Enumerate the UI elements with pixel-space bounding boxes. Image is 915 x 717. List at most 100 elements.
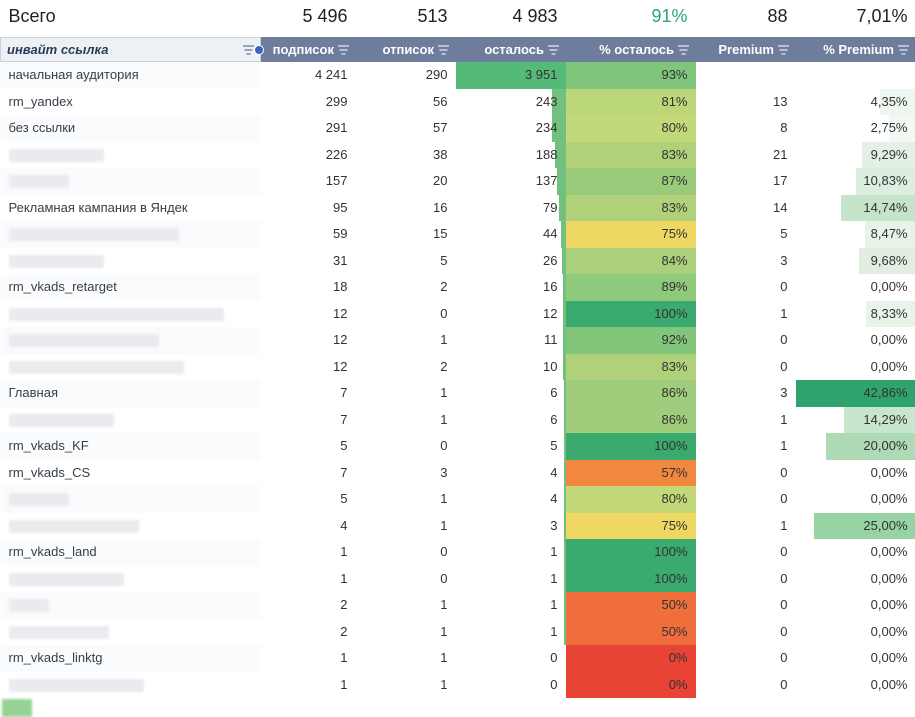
cell-subs: 7 <box>261 407 356 434</box>
cell-subs: 299 <box>261 89 356 116</box>
cell-subs: 1 <box>261 645 356 672</box>
cell-unsubs: 20 <box>356 168 456 195</box>
filter-icon[interactable] <box>898 45 909 55</box>
cell-pct-remain: 83% <box>566 195 696 222</box>
table-row[interactable]: 41375%125,00% <box>1 513 915 540</box>
filter-icon[interactable] <box>678 45 689 55</box>
cell-link: без ссылки <box>1 115 261 142</box>
table-row[interactable]: 3152684%39,68% <box>1 248 915 275</box>
cell-pct-premium: 25,00% <box>796 513 915 540</box>
cell-unsubs: 290 <box>356 62 456 89</box>
table-row[interactable]: rm_vkads_retarget1821689%00,00% <box>1 274 915 301</box>
cell-premium: 0 <box>696 354 796 381</box>
filter-icon[interactable] <box>338 45 349 55</box>
table-row[interactable]: без ссылки2915723480%82,75% <box>1 115 915 142</box>
cell-unsubs: 1 <box>356 380 456 407</box>
cell-pct-premium: 14,74% <box>796 195 915 222</box>
cell-premium: 1 <box>696 513 796 540</box>
table-row[interactable]: 101100%00,00% <box>1 566 915 593</box>
table-row[interactable]: 21150%00,00% <box>1 619 915 646</box>
table-row[interactable]: начальная аудитория4 2412903 95193% <box>1 62 915 89</box>
col-header-pct-remain[interactable]: % осталось <box>566 38 696 62</box>
table-row[interactable]: rm_yandex2995624381%134,35% <box>1 89 915 116</box>
cell-pct-premium: 0,00% <box>796 539 915 566</box>
cell-pct-remain: 93% <box>566 62 696 89</box>
table-row[interactable]: 1221083%00,00% <box>1 354 915 381</box>
table-row[interactable]: 71686%114,29% <box>1 407 915 434</box>
col-header-pct-premium[interactable]: % Premium <box>796 38 915 62</box>
cell-pct-remain: 75% <box>566 221 696 248</box>
col-header-unsubs[interactable]: отписок <box>356 38 456 62</box>
cell-unsubs: 15 <box>356 221 456 248</box>
cell-remain: 0 <box>456 672 566 699</box>
cell-subs: 95 <box>261 195 356 222</box>
filter-icon[interactable] <box>548 45 559 55</box>
cell-unsubs: 56 <box>356 89 456 116</box>
filter-icon[interactable] <box>243 45 254 55</box>
col-header-remain[interactable]: осталось <box>456 38 566 62</box>
cell-premium: 14 <box>696 195 796 222</box>
cell-pct-premium: 0,00% <box>796 274 915 301</box>
redacted-text <box>9 626 109 639</box>
cell-pct-premium: 42,86% <box>796 380 915 407</box>
cell-unsubs: 1 <box>356 645 456 672</box>
cell-pct-remain: 100% <box>566 566 696 593</box>
table-row[interactable]: 21150%00,00% <box>1 592 915 619</box>
cell-subs: 59 <box>261 221 356 248</box>
cell-remain: 79 <box>456 195 566 222</box>
column-resize-handle[interactable] <box>254 45 264 55</box>
cell-unsubs: 3 <box>356 460 456 487</box>
redacted-text <box>9 573 124 586</box>
filter-icon[interactable] <box>438 45 449 55</box>
col-header-subs[interactable]: подписок <box>261 38 356 62</box>
table-row[interactable]: rm_vkads_linktg1100%00,00% <box>1 645 915 672</box>
table-row[interactable]: Рекламная кампания в Яндек95167983%1414,… <box>1 195 915 222</box>
cell-pct-premium: 0,00% <box>796 672 915 699</box>
cell-unsubs: 2 <box>356 354 456 381</box>
table-row[interactable]: 59154475%58,47% <box>1 221 915 248</box>
totals-pct-remain: 91% <box>566 0 696 38</box>
totals-remain: 4 983 <box>456 0 566 38</box>
table-row[interactable]: 2263818883%219,29% <box>1 142 915 169</box>
cell-pct-premium: 14,29% <box>796 407 915 434</box>
cell-premium: 13 <box>696 89 796 116</box>
table-row[interactable]: rm_vkads_land101100%00,00% <box>1 539 915 566</box>
table-row[interactable]: 1211192%00,00% <box>1 327 915 354</box>
filter-icon[interactable] <box>778 45 789 55</box>
cell-link <box>1 513 261 540</box>
cell-pct-remain: 0% <box>566 672 696 699</box>
redacted-text <box>9 228 179 241</box>
cell-premium: 0 <box>696 645 796 672</box>
cell-pct-remain: 84% <box>566 248 696 275</box>
table-row[interactable]: 1572013787%1710,83% <box>1 168 915 195</box>
cell-unsubs: 57 <box>356 115 456 142</box>
cell-link <box>1 672 261 699</box>
table-row[interactable]: Главная71686%342,86% <box>1 380 915 407</box>
table-row[interactable]: rm_vkads_CS73457%00,00% <box>1 460 915 487</box>
totals-pct-premium: 7,01% <box>796 0 915 38</box>
cell-pct-premium: 2,75% <box>796 115 915 142</box>
table-row[interactable]: rm_vkads_KF505100%120,00% <box>1 433 915 460</box>
cell-unsubs: 2 <box>356 274 456 301</box>
cell-subs: 157 <box>261 168 356 195</box>
cell-remain: 6 <box>456 407 566 434</box>
cell-pct-remain: 83% <box>566 142 696 169</box>
cell-remain: 3 <box>456 513 566 540</box>
cell-pct-remain: 50% <box>566 619 696 646</box>
table-row[interactable]: 1100%00,00% <box>1 672 915 699</box>
cell-pct-premium: 9,29% <box>796 142 915 169</box>
cell-remain: 1 <box>456 592 566 619</box>
header-row: инвайт ссылка подписок отписок <box>1 38 915 62</box>
cell-pct-remain: 92% <box>566 327 696 354</box>
cell-link: rm_vkads_retarget <box>1 274 261 301</box>
cell-subs: 7 <box>261 380 356 407</box>
cell-premium: 1 <box>696 301 796 328</box>
redacted-text <box>9 255 104 268</box>
col-header-link[interactable]: инвайт ссылка <box>1 38 261 62</box>
cell-subs: 1 <box>261 672 356 699</box>
table-row[interactable]: 51480%00,00% <box>1 486 915 513</box>
col-header-premium[interactable]: Premium <box>696 38 796 62</box>
table-row[interactable]: 12012100%18,33% <box>1 301 915 328</box>
data-table: Всего 5 496 513 4 983 91% 88 7,01% инвай… <box>0 0 915 698</box>
cell-pct-premium: 0,00% <box>796 354 915 381</box>
